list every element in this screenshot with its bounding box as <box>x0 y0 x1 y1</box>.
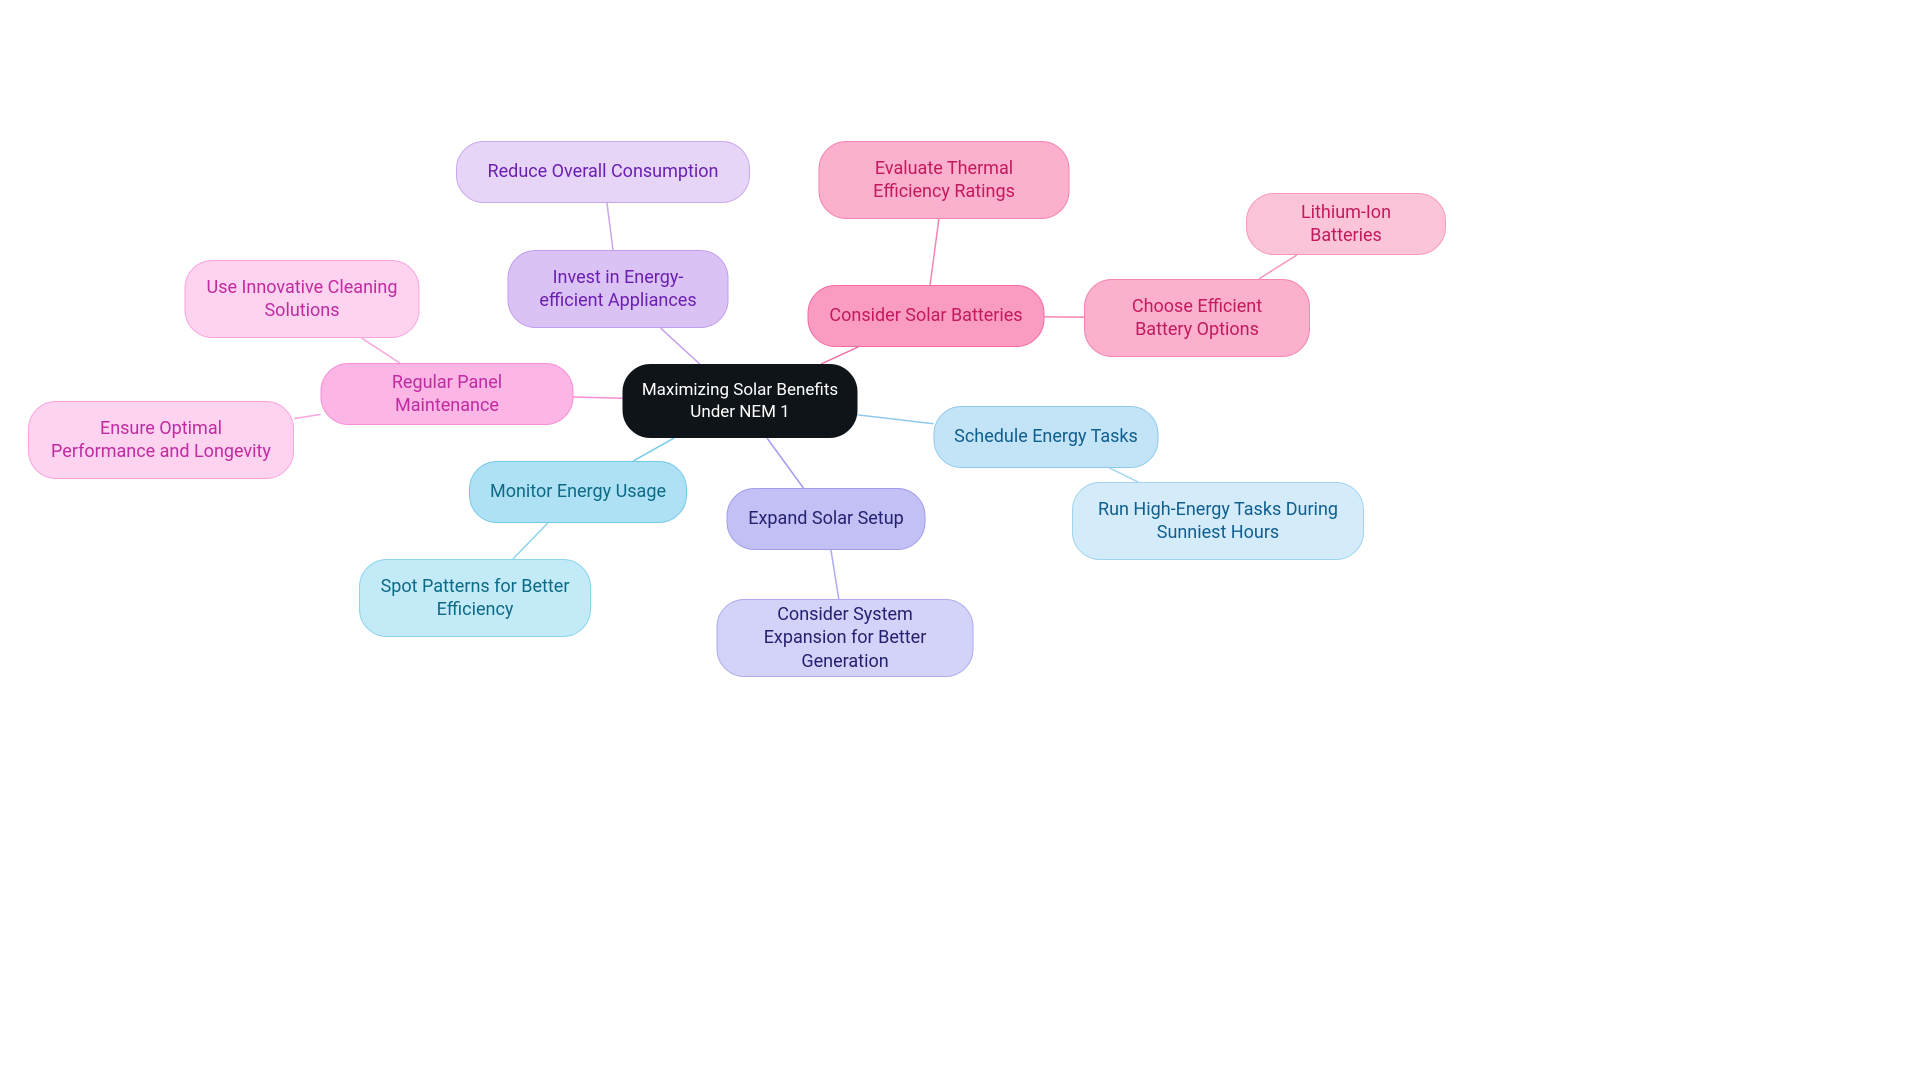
mindmap-node-patt: Spot Patterns for Better Efficiency <box>359 559 591 637</box>
node-label: Ensure Optimal Performance and Longevity <box>47 417 275 464</box>
mindmap-node-therm: Evaluate Thermal Efficiency Ratings <box>819 141 1070 219</box>
mindmap-node-expand: Expand Solar Setup <box>727 488 926 550</box>
edge <box>362 338 400 363</box>
node-label: Schedule Energy Tasks <box>954 425 1138 448</box>
node-label: Run High-Energy Tasks During Sunniest Ho… <box>1091 498 1345 545</box>
node-label: Monitor Energy Usage <box>490 480 666 503</box>
edge <box>294 414 321 418</box>
mindmap-node-sched: Schedule Energy Tasks <box>934 406 1159 468</box>
mindmap-node-sunny: Run High-Energy Tasks During Sunniest Ho… <box>1072 482 1364 560</box>
edge <box>633 438 674 461</box>
node-label: Use Innovative Cleaning Solutions <box>204 276 401 323</box>
node-label: Lithium-Ion Batteries <box>1265 201 1427 248</box>
mindmap-canvas: Maximizing Solar Benefits Under NEM 1 Reg… <box>0 0 1920 1083</box>
edge <box>930 219 939 285</box>
mindmap-node-sysgen: Consider System Expansion for Better Gen… <box>717 599 974 677</box>
mindmap-node-batt: Consider Solar Batteries <box>808 285 1045 347</box>
edge <box>858 415 934 424</box>
edge <box>574 397 623 398</box>
node-label: Spot Patterns for Better Efficiency <box>378 575 572 622</box>
mindmap-node-liion: Lithium-Ion Batteries <box>1246 193 1446 255</box>
node-label: Expand Solar Setup <box>748 507 903 530</box>
edge <box>513 523 548 559</box>
mindmap-node-maint: Regular Panel Maintenance <box>321 363 574 425</box>
edge <box>767 438 803 488</box>
mindmap-node-reduce: Reduce Overall Consumption <box>456 141 750 203</box>
edge <box>1259 255 1297 279</box>
mindmap-node-appl: Invest in Energy-efficient Appliances <box>508 250 729 328</box>
edge <box>821 347 858 364</box>
node-label: Consider Solar Batteries <box>829 304 1022 327</box>
mindmap-node-perf: Ensure Optimal Performance and Longevity <box>28 401 294 479</box>
edge <box>607 203 613 250</box>
mindmap-node-mon: Monitor Energy Usage <box>469 461 687 523</box>
edge <box>660 328 699 364</box>
node-label: Evaluate Thermal Efficiency Ratings <box>838 157 1051 204</box>
mindmap-node-effopt: Choose Efficient Battery Options <box>1084 279 1310 357</box>
node-label: Invest in Energy-efficient Appliances <box>527 266 710 313</box>
mindmap-node-root: Maximizing Solar Benefits Under NEM 1 <box>623 364 858 438</box>
node-label: Reduce Overall Consumption <box>488 160 719 183</box>
node-label: Maximizing Solar Benefits Under NEM 1 <box>642 379 839 423</box>
mindmap-node-clean: Use Innovative Cleaning Solutions <box>185 260 420 338</box>
node-label: Regular Panel Maintenance <box>340 371 555 418</box>
edge <box>831 550 839 599</box>
node-label: Consider System Expansion for Better Gen… <box>736 603 955 673</box>
edge <box>1109 468 1138 482</box>
node-label: Choose Efficient Battery Options <box>1103 295 1291 342</box>
